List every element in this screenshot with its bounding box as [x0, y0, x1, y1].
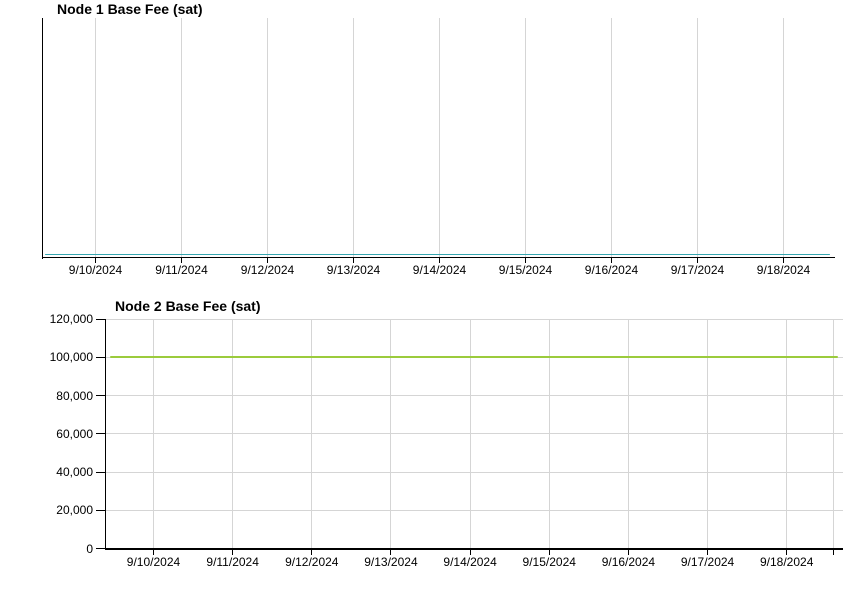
y-tick	[96, 356, 106, 358]
chart-title-node1: Node 1 Base Fee (sat)	[57, 1, 203, 17]
y-tick	[96, 509, 106, 511]
y-tick-label: 20,000	[56, 503, 93, 518]
x-tick-label: 9/10/2024	[126, 555, 181, 569]
y-tick	[96, 318, 106, 320]
y-tick	[96, 433, 106, 435]
x-tick-label: 9/13/2024	[326, 263, 381, 277]
y-tick-label: 120,000	[49, 312, 93, 326]
y-gridline	[106, 318, 843, 320]
series-line-node1	[45, 253, 830, 256]
series-line-node2	[110, 356, 838, 359]
x-tick	[469, 548, 471, 555]
x-tick	[697, 257, 698, 263]
x-tick	[611, 257, 612, 263]
x-tick	[627, 548, 629, 555]
x-tick-label: 9/15/2024	[498, 263, 553, 277]
y-axis-line	[42, 18, 44, 259]
y-tick	[96, 395, 106, 396]
x-tick-label: 9/16/2024	[584, 263, 639, 277]
y-gridline	[106, 395, 843, 396]
x-gridline	[181, 18, 182, 257]
x-tick	[783, 257, 784, 263]
x-tick-label: 9/13/2024	[364, 555, 418, 569]
x-tick-label: 9/14/2024	[412, 263, 467, 277]
x-tick	[707, 548, 709, 555]
x-tick-label: 9/12/2024	[285, 555, 339, 569]
x-gridline	[439, 18, 440, 257]
x-tick	[353, 257, 354, 263]
x-tick-label: 9/11/2024	[206, 555, 259, 569]
x-tick	[390, 548, 392, 555]
y-gridline	[106, 471, 843, 473]
x-tick	[439, 257, 440, 263]
x-tick-label: 9/18/2024	[756, 263, 811, 277]
chart-title-node2: Node 2 Base Fee (sat)	[115, 298, 261, 314]
x-tick-label: 9/12/2024	[240, 263, 295, 277]
x-tick-label: 9/11/2024	[155, 263, 208, 277]
x-gridline	[611, 18, 612, 257]
edge-tick	[832, 548, 834, 555]
x-gridline	[783, 18, 784, 257]
y-tick-label: 40,000	[56, 465, 93, 479]
y-axis-line	[105, 319, 107, 550]
x-tick	[525, 257, 526, 263]
x-tick-label: 9/18/2024	[759, 555, 814, 569]
x-axis-line	[105, 548, 843, 550]
x-tick	[786, 548, 788, 555]
x-tick-label: 9/14/2024	[443, 555, 497, 569]
x-gridline	[697, 18, 698, 257]
y-tick-label: 80,000	[56, 388, 93, 403]
x-tick-label: 9/16/2024	[601, 555, 656, 569]
x-tick	[267, 257, 268, 263]
x-gridline	[267, 18, 268, 257]
x-gridline	[353, 18, 354, 257]
y-tick-label: 0	[86, 541, 93, 556]
x-tick-label: 9/17/2024	[680, 555, 735, 569]
x-tick-label: 9/17/2024	[670, 263, 725, 277]
x-tick	[95, 257, 96, 263]
y-gridline	[106, 433, 843, 435]
y-tick	[96, 548, 106, 549]
x-axis-line	[42, 256, 835, 258]
y-gridline	[106, 509, 843, 511]
x-tick	[548, 548, 550, 555]
x-gridline	[525, 18, 526, 257]
x-tick-label: 9/15/2024	[522, 555, 576, 569]
y-tick-label: 100,000	[49, 350, 93, 365]
x-tick	[153, 548, 154, 555]
x-tick	[181, 257, 182, 263]
x-tick	[311, 548, 313, 555]
x-tick-label: 9/10/2024	[68, 263, 123, 277]
x-gridline	[95, 18, 96, 257]
x-tick	[232, 548, 234, 555]
y-tick	[96, 471, 106, 473]
y-tick-label: 60,000	[56, 426, 93, 441]
